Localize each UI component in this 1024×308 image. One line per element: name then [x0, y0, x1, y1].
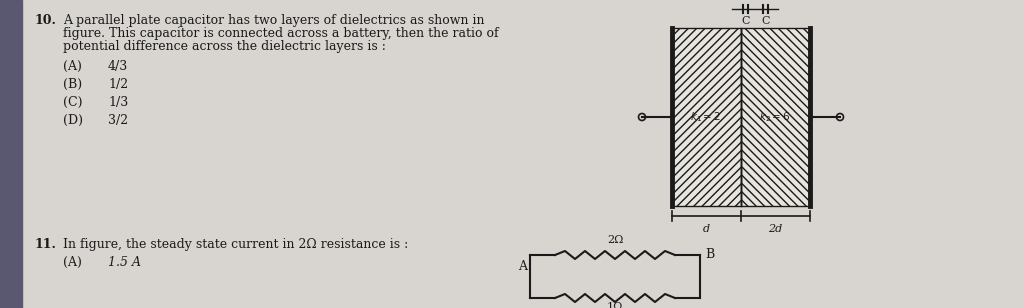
Text: 1.5 A: 1.5 A [108, 256, 141, 269]
Text: (C): (C) [63, 96, 83, 109]
Text: 1/2: 1/2 [108, 78, 128, 91]
Text: (B): (B) [63, 78, 82, 91]
Bar [0, 0, 22, 308]
Text: 2Ω: 2Ω [607, 235, 624, 245]
Text: 11.: 11. [35, 238, 57, 251]
Bar [672, 28, 741, 206]
Text: $k_1=2$: $k_1=2$ [690, 110, 722, 124]
Text: A parallel plate capacitor has two layers of dielectrics as shown in: A parallel plate capacitor has two layer… [63, 14, 484, 27]
Text: 2d: 2d [768, 224, 782, 234]
Text: 10.: 10. [35, 14, 57, 27]
Text: figure. This capacitor is connected across a battery, then the ratio of: figure. This capacitor is connected acro… [63, 27, 499, 40]
Text: (D): (D) [63, 114, 83, 127]
Text: C: C [762, 16, 770, 26]
Text: potential difference across the dielectric layers is :: potential difference across the dielectr… [63, 40, 386, 53]
Text: 1/3: 1/3 [108, 96, 128, 109]
Text: d: d [702, 224, 710, 234]
Text: 1Ω: 1Ω [607, 302, 624, 308]
Bar [672, 28, 741, 206]
Bar [741, 28, 810, 206]
Text: (A): (A) [63, 60, 82, 73]
Text: In figure, the steady state current in 2Ω resistance is :: In figure, the steady state current in 2… [63, 238, 409, 251]
Text: A: A [518, 260, 527, 273]
Text: (A): (A) [63, 256, 82, 269]
Text: 3/2: 3/2 [108, 114, 128, 127]
Text: 4/3: 4/3 [108, 60, 128, 73]
Bar [741, 28, 810, 206]
Text: B: B [705, 249, 715, 261]
Text: C: C [741, 16, 751, 26]
Text: $k_2=6$: $k_2=6$ [759, 110, 791, 124]
